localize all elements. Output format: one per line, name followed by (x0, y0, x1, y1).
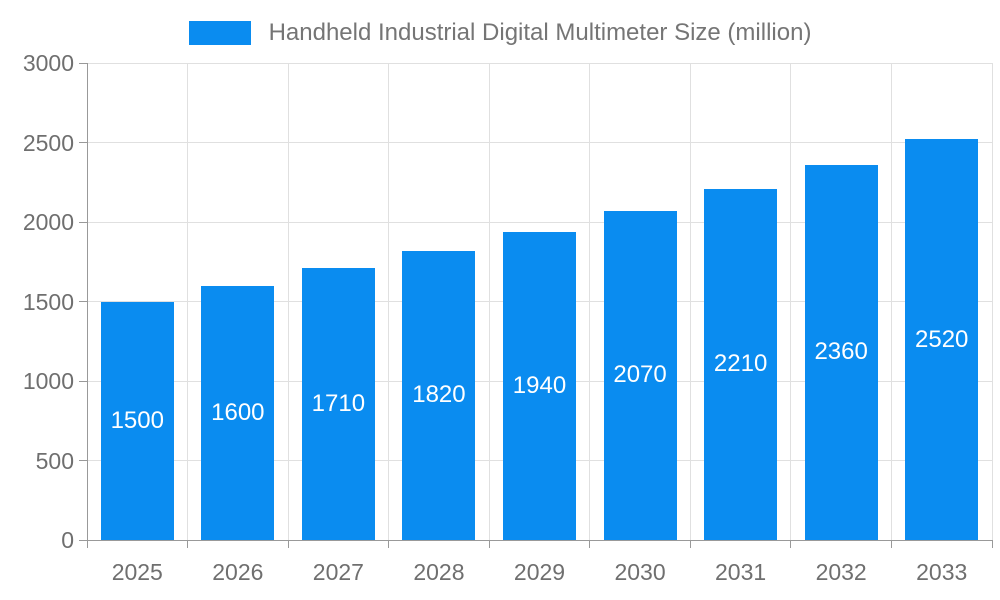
y-axis-tick (79, 460, 87, 461)
y-axis-tick (79, 380, 87, 382)
x-axis-tick (890, 540, 892, 548)
bar-2026: 1600 (201, 285, 275, 540)
gridline-horizontal (87, 142, 992, 143)
x-axis-tick (388, 540, 390, 548)
y-axis-tick-label: 0 (61, 527, 74, 553)
y-axis-line (86, 63, 88, 540)
x-axis-tick-label: 2032 (815, 559, 867, 585)
bar-2033: 2520 (905, 139, 979, 540)
gridline-vertical (388, 63, 390, 540)
bar-2027: 1710 (301, 268, 375, 540)
bar-value-label: 2520 (915, 325, 969, 353)
bar-value-label: 2360 (814, 338, 868, 366)
x-axis-tick-label: 2027 (312, 559, 364, 585)
gridline-vertical (790, 63, 792, 540)
x-axis-tick-label: 2028 (413, 559, 465, 585)
x-axis-tick (86, 540, 88, 548)
x-axis-tick (790, 540, 792, 548)
y-axis-tick-label: 1500 (22, 288, 74, 315)
gridline-vertical (488, 63, 490, 540)
x-axis-tick (589, 540, 591, 548)
legend-label: Handheld Industrial Digital Multimeter S… (268, 19, 812, 46)
x-axis-tick (689, 540, 691, 548)
x-axis-tick-label: 2030 (614, 559, 666, 585)
bar-2028: 1820 (402, 250, 476, 540)
gridline-vertical (991, 63, 993, 540)
bar-value-label: 1600 (211, 398, 265, 426)
bar-2029: 1940 (503, 231, 576, 540)
bar-value-label: 1940 (512, 371, 567, 399)
y-axis-tick-label: 2500 (22, 129, 74, 156)
x-axis-tick-label: 2033 (916, 559, 968, 585)
x-axis-tick-label: 2025 (111, 559, 163, 585)
chart-legend[interactable]: Handheld Industrial Digital Multimeter S… (0, 19, 1000, 47)
x-axis-line (86, 539, 993, 541)
x-axis-tick (488, 540, 490, 548)
x-axis-tick (187, 540, 189, 548)
bar-2032: 2360 (804, 164, 878, 540)
y-axis-tick (79, 62, 87, 64)
bar-value-label: 2210 (713, 350, 768, 378)
x-axis-tick-label: 2029 (513, 559, 566, 585)
gridline-vertical (287, 63, 289, 540)
y-axis-tick-label: 500 (35, 447, 74, 474)
gridline-vertical (187, 63, 189, 540)
y-axis-tick-label: 3000 (22, 50, 74, 76)
y-axis-tick-label: 1000 (22, 368, 74, 394)
bar-value-label: 1820 (412, 381, 466, 409)
bar-2025: 1500 (100, 301, 174, 540)
y-axis-tick-label: 2000 (22, 209, 74, 235)
bar-2030: 2070 (603, 210, 677, 540)
bar-value-label: 1500 (110, 406, 164, 434)
x-axis-tick (991, 540, 993, 548)
gridline-vertical (890, 63, 892, 540)
gridline-horizontal (87, 62, 992, 64)
y-axis-tick (79, 221, 87, 223)
gridline-vertical (589, 63, 591, 540)
gridline-vertical (689, 63, 691, 540)
legend-swatch (188, 21, 251, 45)
bar-2031: 2210 (704, 188, 778, 540)
y-axis-tick (79, 539, 87, 541)
x-axis-tick (287, 540, 289, 548)
gridline-horizontal (87, 221, 992, 223)
x-axis-tick-label: 2031 (715, 559, 767, 585)
x-axis-tick-label: 2026 (212, 559, 264, 585)
y-axis-tick (79, 301, 87, 302)
bar-value-label: 2070 (613, 361, 667, 389)
y-axis-tick (79, 142, 87, 143)
bar-value-label: 1710 (311, 390, 366, 418)
